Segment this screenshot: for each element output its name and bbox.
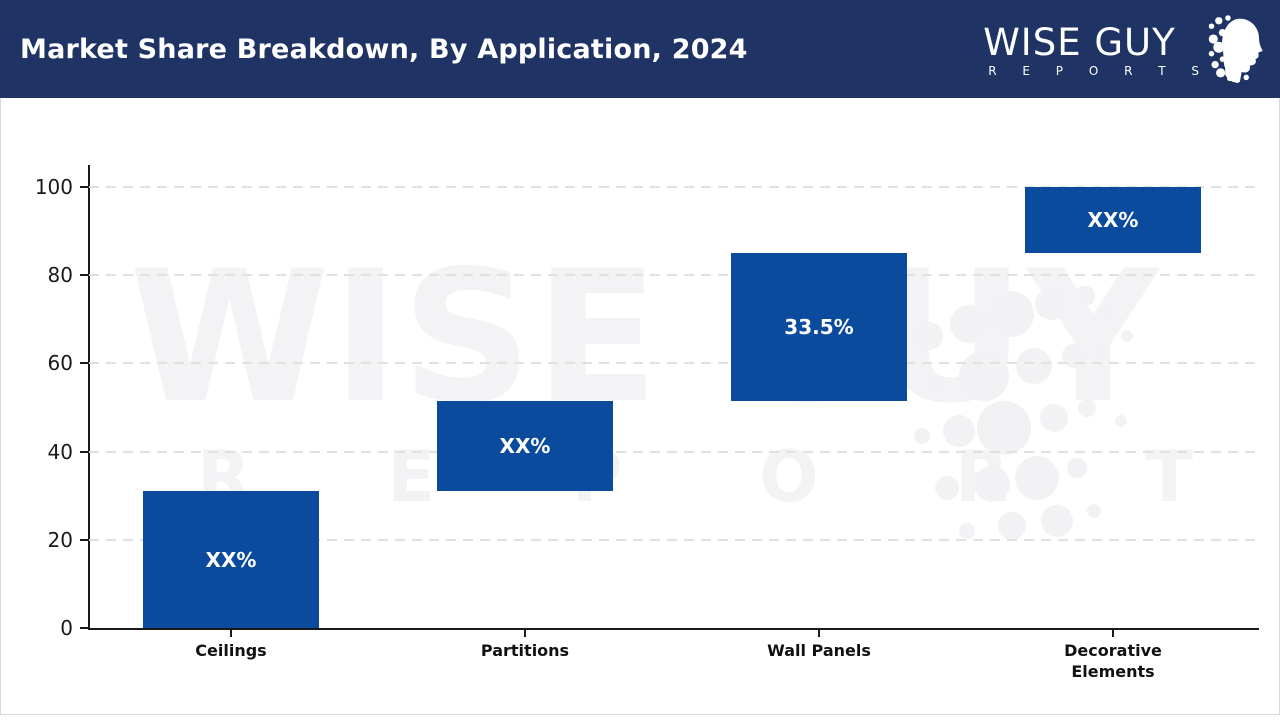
y-axis-tick-label: 20 [47, 527, 73, 552]
brand-wordmark: WISE GUY [983, 20, 1176, 64]
bar-value-label: XX% [205, 547, 257, 572]
y-axis-tick-label: 100 [34, 175, 73, 199]
brand-text: WISE GUY R E P O R T S [983, 24, 1210, 77]
y-axis-tick [80, 274, 88, 277]
y-axis-tick [80, 538, 88, 541]
y-axis-tick [80, 362, 88, 365]
y-axis-tick [80, 450, 88, 453]
x-axis-category-label: Wall Panels [767, 641, 871, 660]
header-bar: Market Share Breakdown, By Application, … [0, 0, 1280, 98]
gridline [89, 186, 1258, 188]
gridline [89, 362, 1258, 365]
chart-area: WISE GUY R E P O R T S 020406080100XX%Ce… [0, 98, 1280, 715]
brand-logo: WISE GUY R E P O R T S [983, 8, 1270, 92]
bar-decorative-elements: XX% [1025, 187, 1201, 254]
x-axis-tick [524, 630, 526, 637]
bar-value-label: XX% [1087, 208, 1139, 233]
y-axis-tick [80, 186, 88, 188]
y-axis-tick-label: 0 [60, 616, 73, 640]
y-axis-spine [88, 165, 90, 630]
bar-partitions: XX% [437, 400, 613, 492]
gridline [89, 538, 1258, 541]
wiseguy-face-logo-icon [1208, 15, 1263, 83]
gridline [89, 450, 1258, 453]
x-axis-category-label: Ceilings [195, 641, 267, 660]
bar-wall-panels: 33.5% [731, 253, 907, 401]
page-title: Market Share Breakdown, By Application, … [20, 33, 748, 65]
wiseguy-face-watermark-icon [914, 286, 1133, 540]
x-axis-category-label: Decorative Elements [1064, 641, 1162, 681]
y-axis-tick-label: 60 [47, 351, 73, 376]
x-axis-spine [88, 628, 1259, 630]
x-axis-tick [230, 630, 232, 637]
watermark-subtext: R E P O R T S [197, 436, 1279, 518]
bar-ceilings: XX% [143, 491, 319, 628]
brand-subtext: R E P O R T S [988, 63, 1210, 78]
x-axis-category-label: Partitions [480, 641, 570, 660]
x-axis-tick [1112, 630, 1114, 637]
y-axis-tick-label: 80 [47, 263, 73, 288]
bar-value-label: 33.5% [784, 315, 854, 339]
bar-value-label: XX% [499, 434, 551, 459]
y-axis-tick [80, 627, 88, 629]
gridline [89, 274, 1258, 277]
y-axis-tick-label: 40 [47, 439, 73, 464]
x-axis-tick [818, 630, 820, 637]
